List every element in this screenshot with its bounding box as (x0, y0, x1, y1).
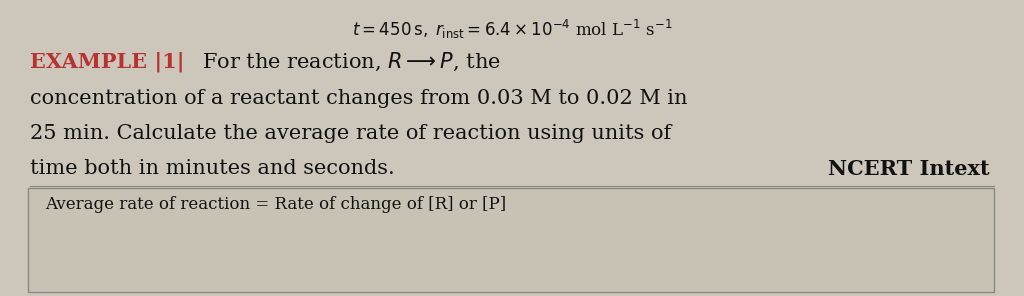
Text: NCERT Intext: NCERT Intext (828, 159, 990, 179)
Text: time both in minutes and seconds.: time both in minutes and seconds. (30, 159, 394, 178)
Text: Average rate of reaction = Rate of change of [R] or [P]: Average rate of reaction = Rate of chang… (45, 196, 506, 213)
Text: $t = 450\,\mathrm{s},\; r_{\mathrm{inst}} = 6.4 \times 10^{-4}$ mol L$^{-1}$ s$^: $t = 450\,\mathrm{s},\; r_{\mathrm{inst}… (352, 18, 672, 41)
FancyBboxPatch shape (28, 188, 994, 292)
Text: 25 min. Calculate the average rate of reaction using units of: 25 min. Calculate the average rate of re… (30, 124, 672, 143)
Text: For the reaction, $R \longrightarrow P$, the: For the reaction, $R \longrightarrow P$,… (202, 51, 501, 73)
Text: EXAMPLE |1|: EXAMPLE |1| (30, 51, 184, 72)
Text: concentration of a reactant changes from 0.03 M to 0.02 M in: concentration of a reactant changes from… (30, 89, 687, 108)
